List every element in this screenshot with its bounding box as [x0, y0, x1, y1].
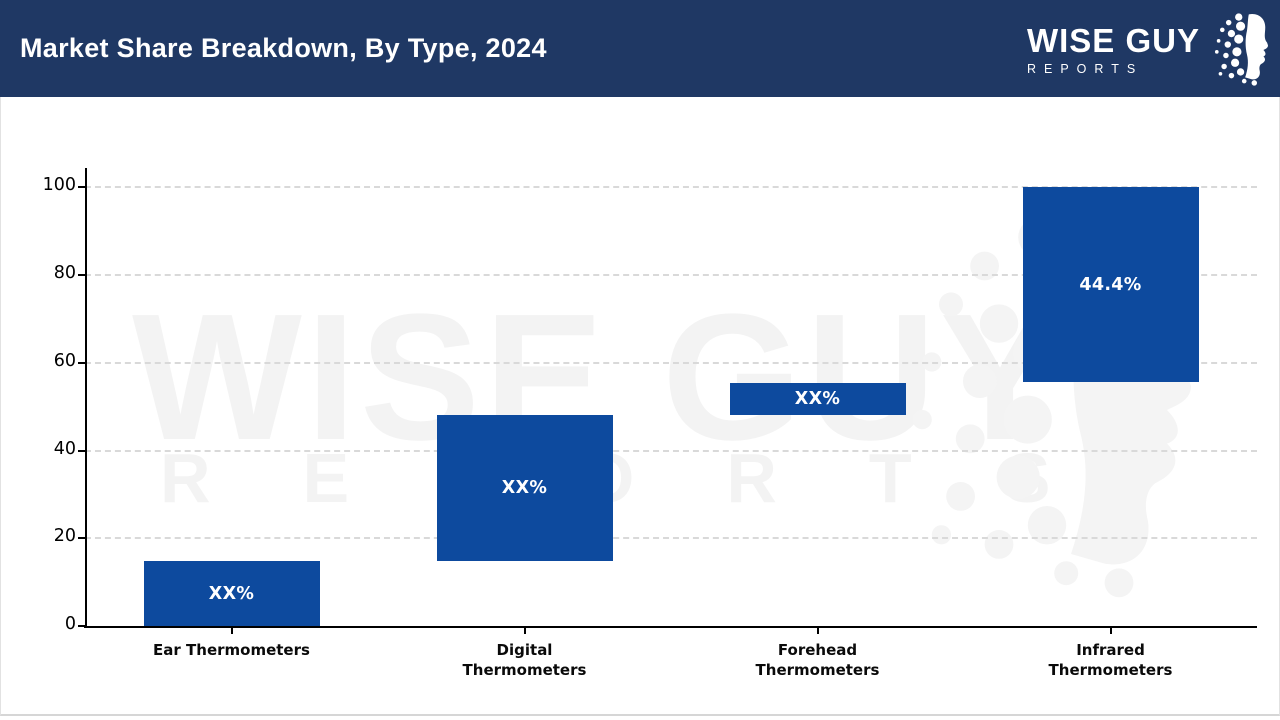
bar-digital-thermometers: XX% — [436, 414, 613, 562]
x-category-label: Forehead Thermometers — [755, 641, 880, 679]
gridline — [85, 361, 1257, 364]
logo-head-icon — [1214, 13, 1268, 86]
y-tick-mark — [78, 449, 85, 452]
y-tick-label: 100 — [42, 175, 76, 196]
x-axis — [84, 626, 1257, 628]
logo-subtext: REPORTS — [1026, 62, 1144, 76]
bar-forehead-thermometers: XX% — [729, 382, 906, 415]
bar-value-label: XX% — [501, 478, 548, 499]
x-category-label: Digital Thermometers — [462, 641, 587, 679]
x-category-label: Infrared Thermometers — [1048, 641, 1173, 679]
y-tick-mark — [78, 625, 85, 627]
x-tick-mark — [230, 628, 233, 634]
gridline — [85, 449, 1257, 452]
header: Market Share Breakdown, By Type, 2024 WI… — [0, 0, 1280, 97]
x-tick-mark — [816, 628, 819, 634]
bar-value-label: XX% — [208, 583, 255, 604]
y-tick-mark — [78, 537, 85, 540]
y-tick-label: 20 — [53, 526, 76, 547]
gridline — [85, 186, 1257, 189]
y-tick-mark — [78, 186, 85, 189]
x-tick-mark — [1109, 628, 1112, 634]
y-tick-label: 80 — [53, 263, 76, 284]
gridline — [85, 537, 1257, 540]
bar-value-label: XX% — [794, 388, 841, 409]
y-tick-label: 40 — [53, 438, 76, 459]
gridline — [85, 274, 1257, 277]
wise-guy-logo: WISE GUY REPORTS — [1027, 6, 1268, 94]
x-category-label: Ear Thermometers — [153, 641, 310, 659]
y-axis — [85, 168, 87, 628]
logo-text: WISE GUY REPORTS — [1026, 22, 1200, 77]
logo-wordmark: WISE GUY — [1026, 22, 1200, 59]
y-tick-mark — [78, 274, 85, 277]
y-tick-mark — [78, 361, 85, 364]
x-tick-mark — [523, 628, 526, 634]
y-tick-label: 60 — [53, 350, 76, 371]
bar-value-label: 44.4% — [1079, 274, 1142, 295]
bar-infrared-thermometers: 44.4% — [1022, 187, 1199, 383]
chart-title: Market Share Breakdown, By Type, 2024 — [20, 33, 547, 63]
bar-ear-thermometers: XX% — [143, 561, 320, 626]
y-tick-label: 0 — [64, 614, 76, 634]
